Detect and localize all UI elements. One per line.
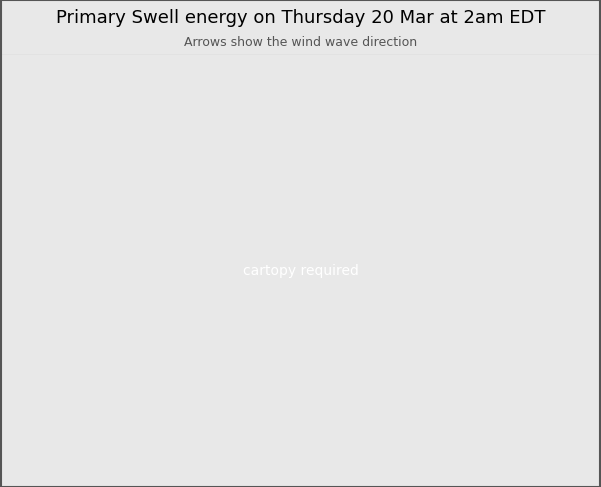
- Text: Primary Swell energy on Thursday 20 Mar at 2am EDT: Primary Swell energy on Thursday 20 Mar …: [56, 9, 545, 27]
- Text: Arrows show the wind wave direction: Arrows show the wind wave direction: [184, 37, 417, 49]
- Text: cartopy required: cartopy required: [243, 264, 358, 278]
